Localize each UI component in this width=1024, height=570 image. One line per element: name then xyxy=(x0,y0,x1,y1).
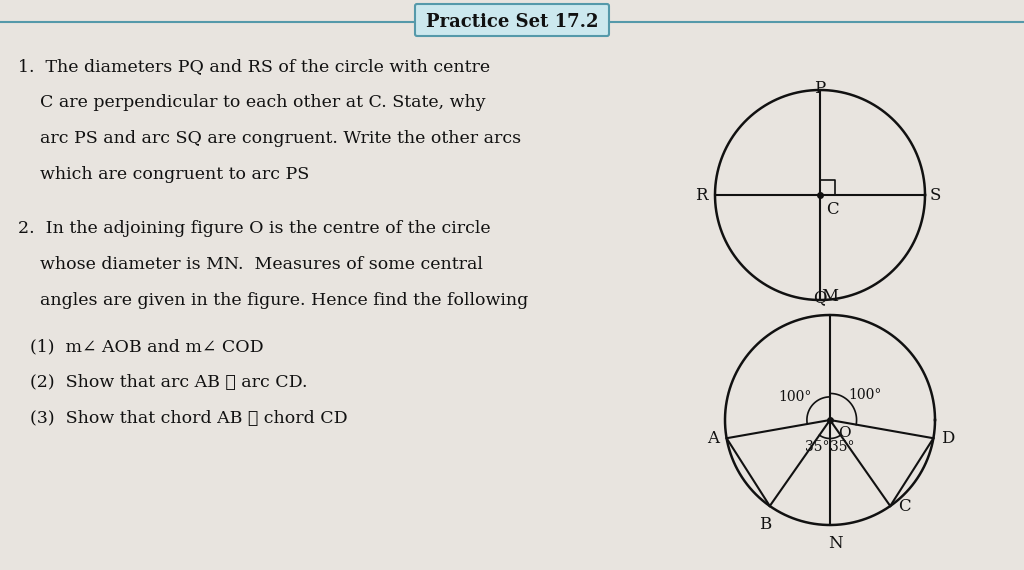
Text: arc PS and arc SQ are congruent. Write the other arcs: arc PS and arc SQ are congruent. Write t… xyxy=(18,130,521,147)
Text: 1.  The diameters PQ and RS of the circle with centre: 1. The diameters PQ and RS of the circle… xyxy=(18,58,490,75)
Text: B: B xyxy=(759,516,771,533)
Text: O: O xyxy=(838,426,851,440)
Text: M: M xyxy=(821,288,839,305)
Text: C: C xyxy=(826,201,839,218)
Text: P: P xyxy=(814,80,825,97)
Text: C are perpendicular to each other at C. State, why: C are perpendicular to each other at C. … xyxy=(18,94,485,111)
Text: Practice Set 17.2: Practice Set 17.2 xyxy=(426,13,598,31)
FancyBboxPatch shape xyxy=(415,4,609,36)
Text: (1)  m∠ AOB and m∠ COD: (1) m∠ AOB and m∠ COD xyxy=(30,338,263,355)
Text: N: N xyxy=(827,535,843,552)
Text: 100°: 100° xyxy=(778,390,812,405)
Text: 100°: 100° xyxy=(848,388,882,402)
Text: D: D xyxy=(941,430,954,447)
Text: which are congruent to arc PS: which are congruent to arc PS xyxy=(18,166,309,183)
Text: 35°: 35° xyxy=(830,440,855,454)
Text: S: S xyxy=(930,186,941,203)
Text: R: R xyxy=(695,186,708,203)
Text: 2.  In the adjoining figure O is the centre of the circle: 2. In the adjoining figure O is the cent… xyxy=(18,220,490,237)
Text: (3)  Show that chord AB ≅ chord CD: (3) Show that chord AB ≅ chord CD xyxy=(30,410,347,427)
Text: 35°: 35° xyxy=(805,440,829,454)
Text: A: A xyxy=(707,430,719,447)
Text: whose diameter is MN.  Measures of some central: whose diameter is MN. Measures of some c… xyxy=(18,256,483,273)
Text: angles are given in the figure. Hence find the following: angles are given in the figure. Hence fi… xyxy=(18,292,528,309)
Text: Q: Q xyxy=(813,289,826,306)
Text: (2)  Show that arc AB ≅ arc CD.: (2) Show that arc AB ≅ arc CD. xyxy=(30,374,307,391)
Text: C: C xyxy=(898,498,911,515)
